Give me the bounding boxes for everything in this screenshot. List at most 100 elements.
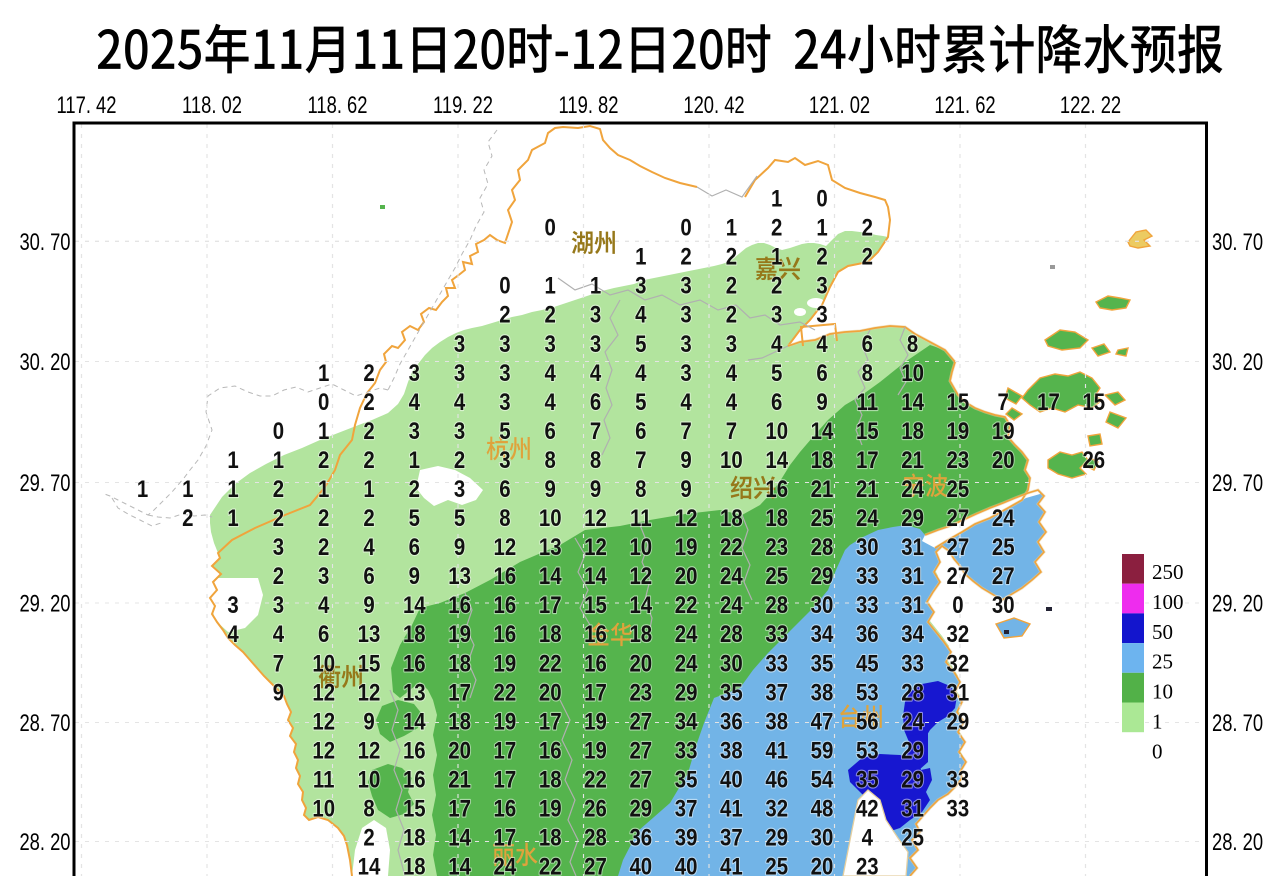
svg-text:15: 15 [1082,388,1105,415]
svg-text:15: 15 [584,592,607,619]
svg-text:18: 18 [448,708,471,735]
svg-text:5: 5 [635,388,646,415]
svg-text:4: 4 [227,621,239,648]
svg-text:8: 8 [635,475,646,502]
svg-text:2: 2 [680,243,691,270]
svg-text:10: 10 [312,795,335,822]
svg-text:22: 22 [539,650,562,677]
svg-text:29: 29 [947,708,970,735]
svg-text:32: 32 [947,650,970,677]
svg-text:41: 41 [720,853,743,876]
svg-text:53: 53 [856,737,879,764]
svg-text:24: 24 [901,708,924,735]
svg-text:13: 13 [539,534,562,561]
svg-text:19: 19 [448,621,471,648]
svg-text:4: 4 [545,359,557,386]
svg-text:2: 2 [726,272,737,299]
svg-text:14: 14 [901,388,924,415]
svg-text:4: 4 [635,359,647,386]
svg-text:2: 2 [545,301,556,328]
svg-text:3: 3 [816,272,827,299]
svg-text:17: 17 [448,679,471,706]
svg-text:53: 53 [856,679,879,706]
svg-text:1: 1 [726,214,737,241]
svg-text:33: 33 [765,621,788,648]
svg-text:14: 14 [448,824,471,851]
svg-text:120. 42: 120. 42 [683,90,744,118]
svg-text:0: 0 [499,272,510,299]
svg-text:4: 4 [771,330,783,357]
svg-text:16: 16 [494,795,517,822]
svg-text:2: 2 [363,446,374,473]
svg-text:56: 56 [856,708,879,735]
svg-text:3: 3 [454,417,465,444]
svg-text:30. 70: 30. 70 [1212,227,1263,255]
svg-text:38: 38 [720,737,743,764]
svg-text:6: 6 [771,388,782,415]
svg-text:1: 1 [545,272,556,299]
svg-text:28. 20: 28. 20 [19,827,70,855]
svg-text:7: 7 [273,650,284,677]
svg-text:6: 6 [816,359,827,386]
svg-text:35: 35 [811,650,834,677]
svg-text:2: 2 [771,214,782,241]
svg-text:27: 27 [947,563,970,590]
svg-text:7: 7 [998,388,1009,415]
svg-text:6: 6 [635,417,646,444]
svg-text:17: 17 [448,795,471,822]
svg-text:19: 19 [494,650,517,677]
svg-text:12: 12 [675,504,698,531]
svg-text:14: 14 [539,563,562,590]
svg-text:2: 2 [273,475,284,502]
svg-text:16: 16 [584,621,607,648]
svg-text:31: 31 [901,592,924,619]
svg-text:35: 35 [675,766,698,793]
svg-text:117. 42: 117. 42 [57,90,117,118]
svg-text:9: 9 [363,708,374,735]
svg-text:1: 1 [635,243,646,270]
svg-text:20: 20 [992,446,1015,473]
svg-text:23: 23 [856,853,879,876]
svg-text:10: 10 [901,359,924,386]
svg-text:28. 70: 28. 70 [1212,708,1263,736]
svg-text:3: 3 [273,592,284,619]
svg-text:20: 20 [629,650,652,677]
svg-text:8: 8 [363,795,374,822]
svg-text:10: 10 [539,504,562,531]
svg-text:3: 3 [726,330,737,357]
svg-text:30: 30 [720,650,743,677]
svg-text:2: 2 [862,214,873,241]
svg-text:33: 33 [675,737,698,764]
svg-text:9: 9 [680,475,691,502]
svg-text:15: 15 [856,417,879,444]
svg-text:21: 21 [856,475,879,502]
svg-text:7: 7 [635,446,646,473]
svg-text:14: 14 [403,708,426,735]
svg-text:40: 40 [629,853,652,876]
svg-text:16: 16 [494,592,517,619]
svg-text:250: 250 [1152,560,1184,584]
svg-text:1: 1 [273,446,284,473]
svg-text:3: 3 [590,330,601,357]
svg-text:22: 22 [720,534,743,561]
svg-text:2: 2 [726,243,737,270]
svg-text:18: 18 [901,417,924,444]
svg-text:2: 2 [862,243,873,270]
svg-text:10: 10 [629,534,652,561]
svg-text:6: 6 [590,388,601,415]
svg-text:17: 17 [856,446,879,473]
svg-text:24: 24 [675,650,698,677]
svg-text:3: 3 [499,359,510,386]
svg-text:30: 30 [811,824,834,851]
svg-text:40: 40 [720,766,743,793]
svg-text:15: 15 [358,650,381,677]
svg-text:46: 46 [765,766,788,793]
svg-text:22: 22 [494,679,517,706]
svg-text:19: 19 [584,737,607,764]
svg-text:1: 1 [1152,710,1163,734]
svg-text:29: 29 [901,737,924,764]
svg-text:37: 37 [675,795,698,822]
svg-text:2: 2 [363,504,374,531]
svg-text:3: 3 [499,446,510,473]
svg-text:19: 19 [539,795,562,822]
